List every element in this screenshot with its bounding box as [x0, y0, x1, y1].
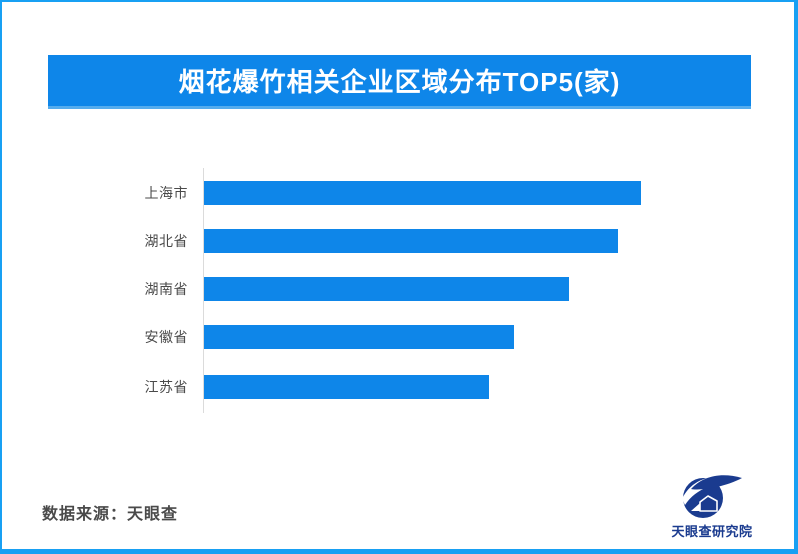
category-label: 湖北省: [144, 233, 188, 249]
chart-row: 安徽省: [2, 325, 794, 349]
bar: [204, 375, 489, 399]
category-label: 江苏省: [144, 379, 188, 395]
data-source-text: 数据来源：天眼查: [42, 506, 179, 523]
chart-row: 江苏省: [2, 375, 794, 399]
category-label: 上海市: [144, 185, 188, 201]
y-axis-line: [203, 168, 204, 413]
chart-row: 湖北省: [2, 229, 794, 253]
tianyancha-logo: 天眼查研究院: [666, 474, 758, 540]
chart-row: 湖南省: [2, 277, 794, 301]
bar-chart: 上海市湖北省湖南省安徽省江苏省: [2, 2, 794, 549]
tianyancha-logo-icon: [682, 475, 742, 518]
bar: [204, 277, 569, 301]
category-label: 湖南省: [144, 281, 188, 297]
tianyancha-logo-text: 天眼查研究院: [671, 524, 753, 539]
chart-title-banner: 烟花爆竹相关企业区域分布TOP5(家): [48, 55, 751, 109]
category-label: 安徽省: [144, 329, 188, 345]
bar: [204, 181, 641, 205]
bar: [204, 229, 618, 253]
chart-row: 上海市: [2, 181, 794, 205]
bar: [204, 325, 514, 349]
chart-title: 烟花爆竹相关企业区域分布TOP5(家): [178, 67, 621, 97]
